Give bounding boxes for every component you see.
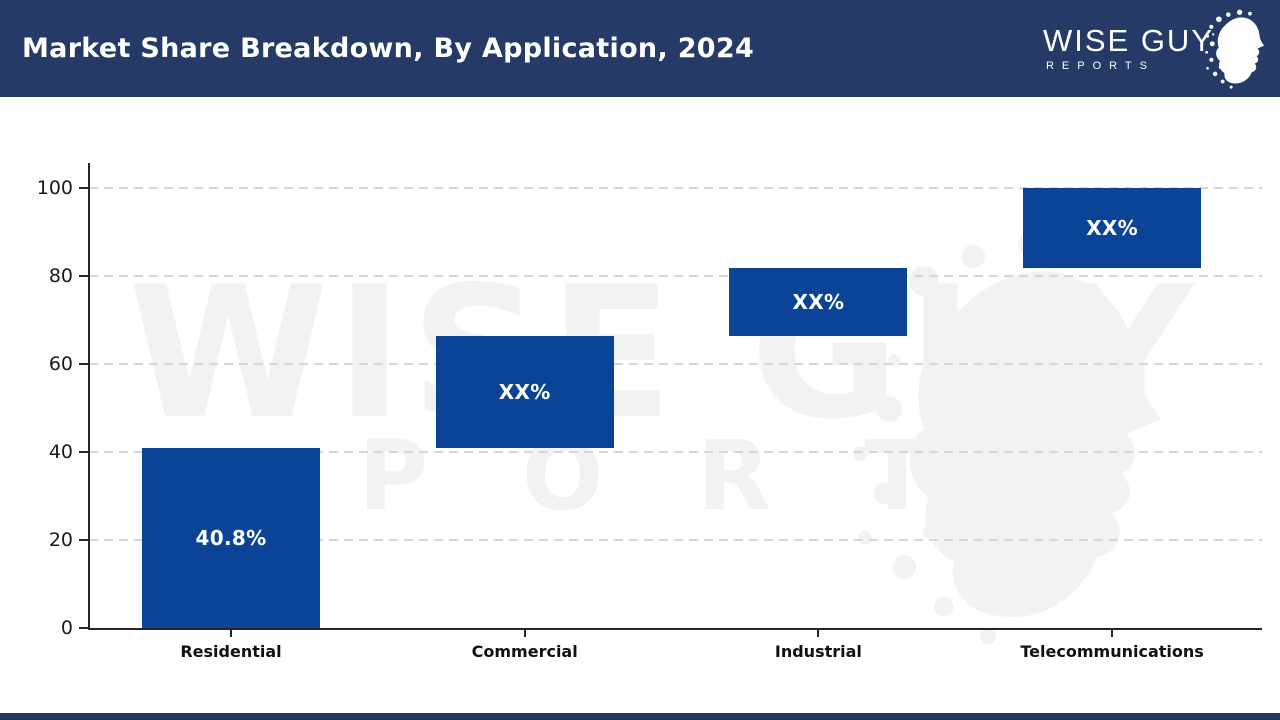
- chart-title: Market Share Breakdown, By Application, …: [22, 33, 755, 64]
- y-axis-line: [88, 163, 90, 630]
- footer-bar: [0, 713, 1280, 720]
- category-label-residential: Residential: [180, 642, 282, 661]
- x-tick-mark-telecommunications: [1111, 630, 1114, 637]
- bar-residential: 40.8%: [142, 448, 320, 628]
- y-tick-label-60: 60: [48, 353, 73, 375]
- y-tick-label-40: 40: [48, 441, 73, 463]
- bar-value-label-residential: 40.8%: [195, 526, 267, 551]
- gridline-40: [89, 451, 1262, 453]
- brand-name: WISE GUY: [1042, 23, 1214, 58]
- category-label-industrial: Industrial: [774, 642, 862, 661]
- bar-value-label-commercial: XX%: [498, 380, 551, 405]
- x-tick-mark-residential: [230, 630, 232, 637]
- bar-telecommunications: XX%: [1023, 188, 1202, 269]
- bar-value-label-industrial: XX%: [792, 290, 845, 315]
- category-label-telecommunications: Telecommunications: [1020, 642, 1204, 661]
- y-tick-mark-0: [79, 627, 88, 629]
- y-tick-label-20: 20: [48, 529, 73, 551]
- x-axis-line: [88, 628, 1262, 630]
- gridline-60: [89, 363, 1262, 365]
- waterfall-chart: 0 20 40 60 80 100 40.8% Residential XX% Commercia…: [0, 97, 1280, 713]
- y-tick-label-80: 80: [48, 265, 73, 287]
- category-label-commercial: Commercial: [471, 642, 578, 661]
- y-tick-mark-80: [79, 275, 88, 277]
- gridline-20: [89, 539, 1262, 541]
- y-tick-label-100: 100: [36, 177, 73, 199]
- y-tick-mark-20: [79, 539, 88, 541]
- y-tick-mark-100: [79, 187, 88, 189]
- x-tick-mark-commercial: [523, 630, 526, 637]
- brand-subtitle: REPORTS: [1045, 60, 1155, 72]
- bar-value-label-telecommunications: XX%: [1086, 216, 1138, 241]
- bar-commercial: XX%: [435, 336, 614, 449]
- gridline-100: [89, 187, 1262, 189]
- y-tick-label-0: 0: [60, 617, 73, 639]
- header-bar: Market Share Breakdown, By Application, …: [0, 0, 1280, 97]
- brand-text: WISE GUY REPORTS: [1043, 25, 1214, 72]
- wise-guy-logo: WISE GUY REPORTS: [1043, 8, 1266, 89]
- y-tick-mark-60: [79, 363, 88, 365]
- y-tick-mark-40: [79, 451, 88, 453]
- bar-industrial: XX%: [729, 268, 908, 337]
- x-tick-mark-industrial: [817, 630, 820, 637]
- gridline-80: [89, 275, 1262, 277]
